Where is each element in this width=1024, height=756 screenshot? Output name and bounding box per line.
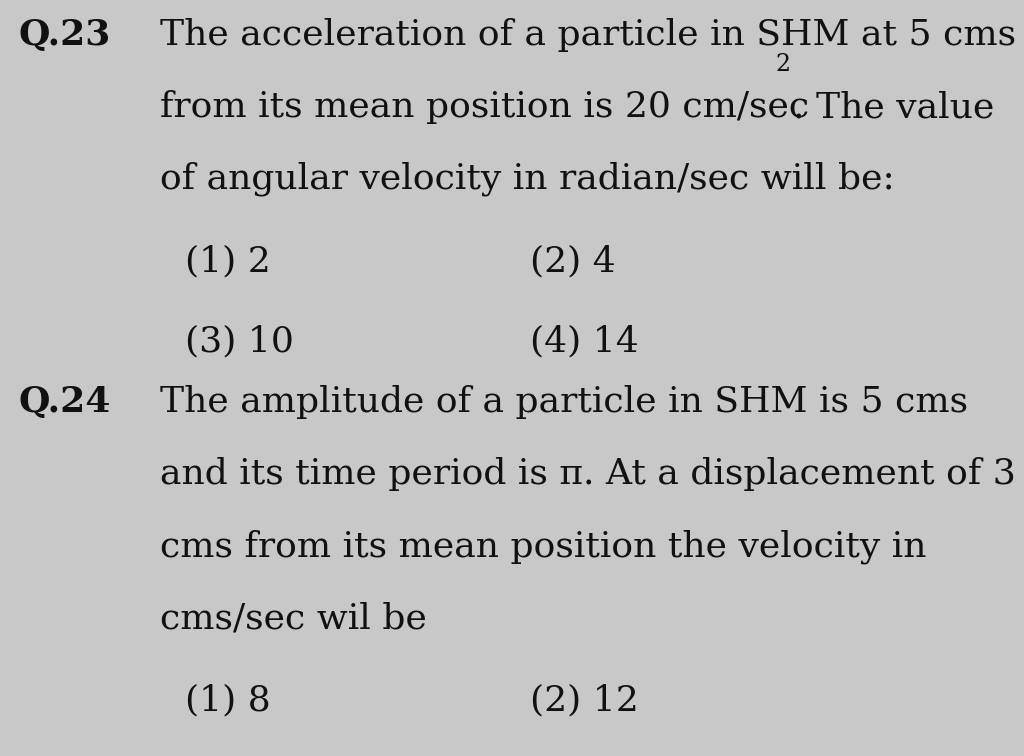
Text: The amplitude of a particle in SHM is 5 cms: The amplitude of a particle in SHM is 5 …	[160, 385, 968, 419]
Text: . The value: . The value	[793, 90, 994, 124]
Text: and its time period is π. At a displacement of 3: and its time period is π. At a displacem…	[160, 457, 1016, 491]
Text: cms from its mean position the velocity in: cms from its mean position the velocity …	[160, 529, 927, 563]
Text: (4) 14: (4) 14	[530, 324, 639, 358]
Text: The acceleration of a particle in SHM at 5 cms: The acceleration of a particle in SHM at…	[160, 18, 1016, 52]
Text: (2) 12: (2) 12	[530, 683, 639, 717]
Text: Q.24: Q.24	[18, 385, 111, 419]
Text: 2: 2	[775, 53, 791, 76]
Text: of angular velocity in radian/sec will be:: of angular velocity in radian/sec will b…	[160, 162, 895, 197]
Text: (3) 10: (3) 10	[185, 324, 294, 358]
Text: cms/sec wil be: cms/sec wil be	[160, 601, 427, 635]
Text: (2) 4: (2) 4	[530, 244, 615, 278]
Text: Q.23: Q.23	[18, 18, 111, 52]
Text: from its mean position is 20 cm/sec: from its mean position is 20 cm/sec	[160, 90, 809, 124]
Text: (1) 8: (1) 8	[185, 683, 270, 717]
Text: (1) 2: (1) 2	[185, 244, 270, 278]
